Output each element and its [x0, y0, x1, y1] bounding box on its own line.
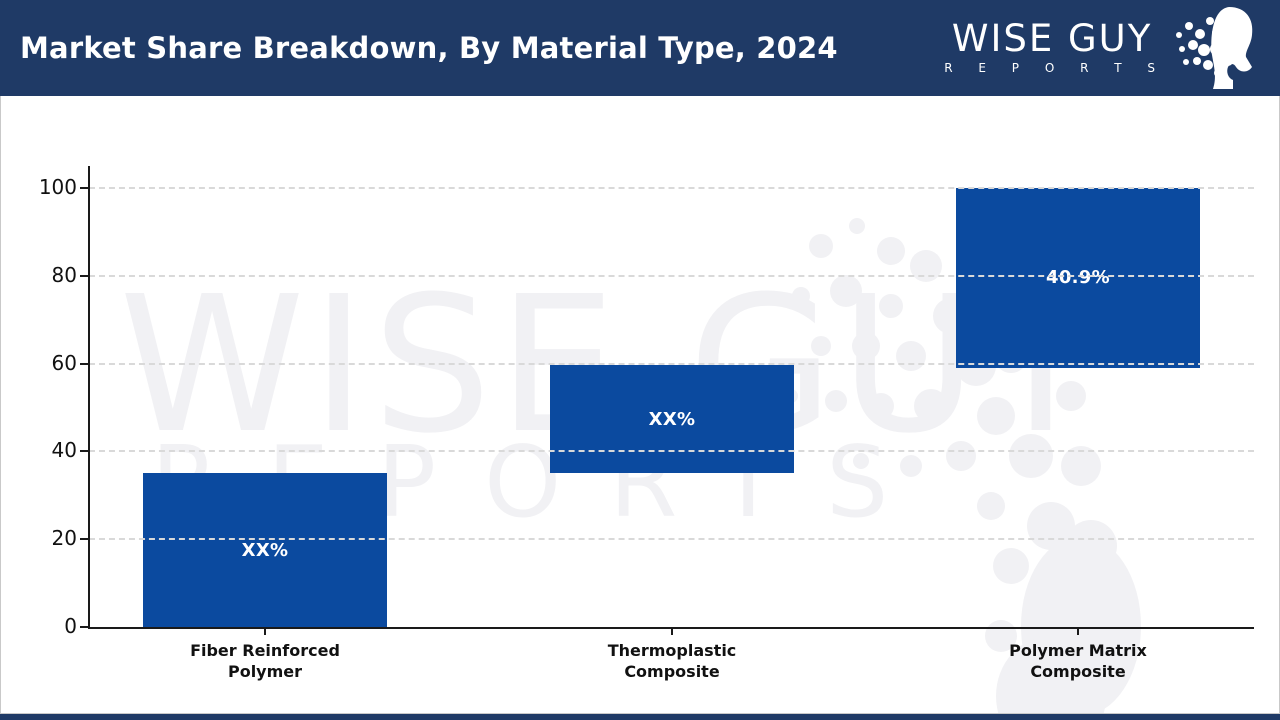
x-axis-line: [88, 627, 1254, 629]
y-tick-label-100: 100: [38, 175, 77, 199]
gridline-y-40: [89, 450, 1254, 453]
y-tick-0: [80, 626, 88, 628]
y-tick-60: [80, 362, 88, 365]
y-tick-label-60: 60: [51, 350, 77, 375]
chart-canvas: WISE GUY REPORTS 0 20 40 60 80 100 XX% XX% 40.9%…: [0, 96, 1280, 714]
bar-3: 40.9%: [956, 188, 1200, 368]
y-tick-40: [80, 450, 88, 453]
logo-subtitle: R E P O R T S: [944, 61, 1166, 75]
page-title: Market Share Breakdown, By Material Type…: [20, 31, 838, 65]
gridline-y-80: [89, 274, 1254, 277]
y-tick-label-20: 20: [51, 526, 77, 551]
x-category-label-3: Polymer Matrix Composite: [1009, 641, 1147, 681]
dotted-face-icon: [1176, 7, 1253, 89]
y-tick-80: [80, 274, 88, 277]
x-category-label-1: Fiber Reinforced Polymer: [190, 641, 340, 681]
logo-text: WISE GUY R E P O R T S: [938, 20, 1166, 76]
bar-2: XX%: [550, 365, 794, 474]
y-tick-100: [80, 187, 88, 189]
logo-wordmark: WISE GUY: [951, 17, 1153, 60]
y-tick-label-40: 40: [51, 438, 77, 463]
footer-bar: [0, 714, 1280, 720]
y-tick-label-0: 0: [64, 614, 77, 638]
watermark-dotted-face: [784, 218, 1141, 713]
x-tick-3: [1077, 629, 1079, 635]
gridline-y-20: [89, 538, 1254, 541]
y-tick-20: [80, 538, 88, 541]
x-tick-1: [264, 629, 266, 635]
y-tick-label-80: 80: [51, 262, 77, 287]
gridline-y-60: [89, 362, 1254, 365]
header-bar: Market Share Breakdown, By Material Type…: [0, 0, 1280, 96]
x-category-label-2: Thermoplastic Composite: [607, 641, 737, 681]
y-axis-line: [88, 166, 90, 627]
bar-value-label: XX%: [648, 408, 696, 430]
bar-value-label: 40.9%: [1046, 267, 1110, 289]
wise-guy-reports-logo: WISE GUY R E P O R T S: [938, 5, 1256, 91]
gridline-y-100: [89, 187, 1254, 189]
bar-1: XX%: [143, 473, 387, 627]
x-tick-2: [671, 629, 673, 635]
bar-value-label: XX%: [241, 539, 289, 561]
